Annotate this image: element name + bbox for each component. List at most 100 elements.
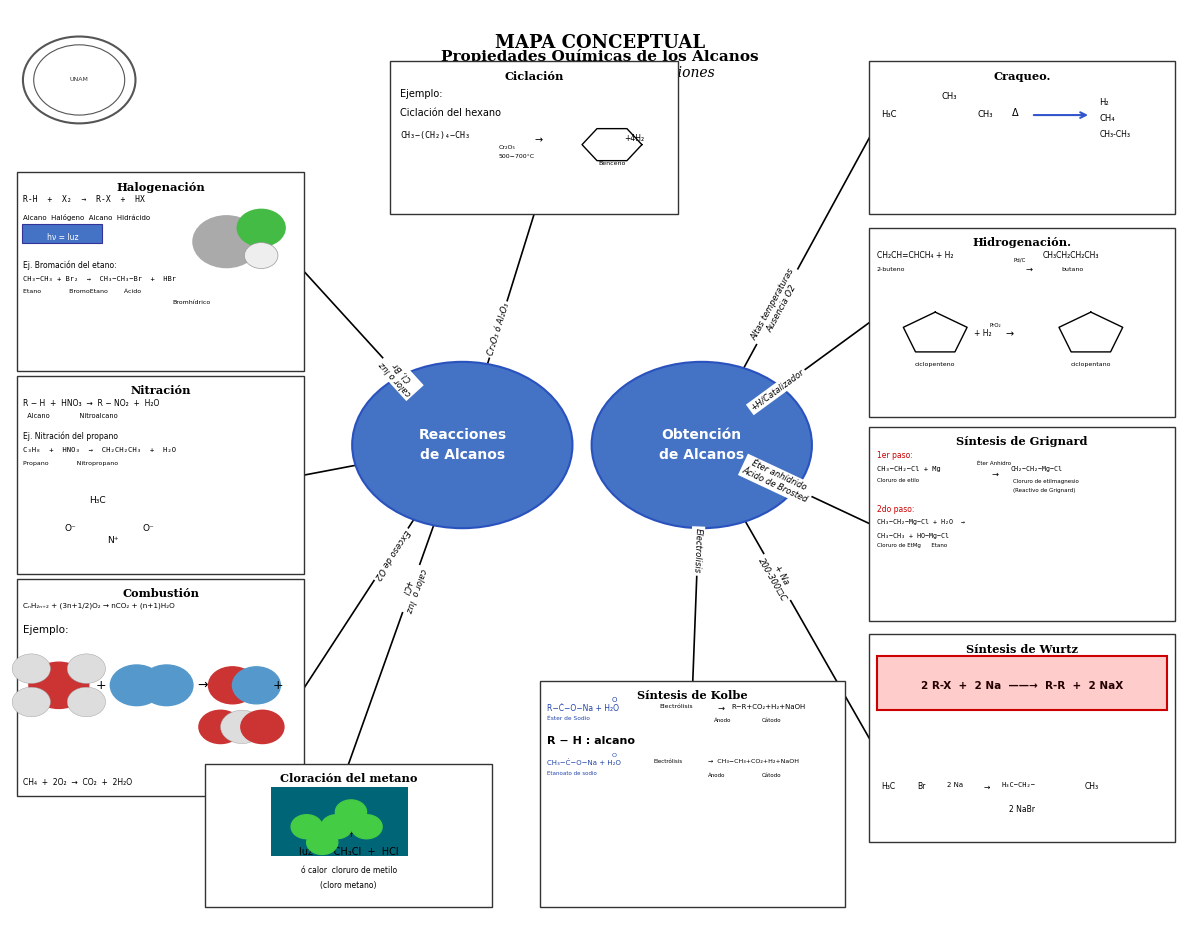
Text: R − H  +  HNO₃  →  R − NO₂  +  H₂O: R − H + HNO₃ → R − NO₂ + H₂O — [23, 399, 160, 408]
Text: Br: Br — [917, 782, 925, 792]
Circle shape — [233, 667, 281, 704]
Circle shape — [336, 800, 366, 824]
Text: Ej. Bromación del etano:: Ej. Bromación del etano: — [23, 260, 116, 270]
Text: →: → — [1025, 265, 1032, 273]
Text: Ánodo: Ánodo — [708, 773, 725, 778]
Text: CₙH₂ₙ₊₂ + (3n+1/2)O₂ → nCO₂ + (n+1)H₂O: CₙH₂ₙ₊₂ + (3n+1/2)O₂ → nCO₂ + (n+1)H₂O — [23, 603, 175, 609]
Text: 1er paso:: 1er paso: — [876, 451, 912, 461]
FancyBboxPatch shape — [17, 375, 305, 575]
Circle shape — [12, 687, 50, 717]
Text: Benceno: Benceno — [599, 161, 625, 166]
Text: Alcano              Nitroalcano: Alcano Nitroalcano — [23, 413, 118, 419]
Text: Exceso de O2: Exceso de O2 — [372, 527, 410, 580]
FancyBboxPatch shape — [390, 61, 678, 214]
Circle shape — [292, 815, 323, 839]
Text: calor o  luz
+Cl: calor o luz +Cl — [395, 564, 428, 614]
Text: 2-buteno: 2-buteno — [876, 267, 905, 272]
Text: H₃C−CH₂−: H₃C−CH₂− — [1001, 782, 1036, 788]
Ellipse shape — [352, 362, 572, 528]
Circle shape — [29, 662, 89, 708]
Text: Propiedades Químicas de los Alcanos: Propiedades Químicas de los Alcanos — [442, 49, 758, 65]
Text: Pd/C: Pd/C — [1013, 258, 1026, 262]
Text: CH₃-CH₃: CH₃-CH₃ — [1099, 130, 1130, 139]
Text: Electrolisis: Electrolisis — [692, 528, 703, 574]
Text: CH₃−CH₂−Cl + Mg: CH₃−CH₂−Cl + Mg — [876, 466, 941, 472]
Text: CH₃: CH₃ — [941, 92, 956, 101]
Text: R−R+CO₂+H₂+NaOH: R−R+CO₂+H₂+NaOH — [732, 704, 806, 710]
Text: Ejemplo:: Ejemplo: — [23, 625, 68, 635]
Text: hν = luz: hν = luz — [47, 234, 78, 242]
Text: R − H : alcano: R − H : alcano — [547, 736, 635, 746]
FancyBboxPatch shape — [869, 61, 1175, 214]
Circle shape — [110, 665, 163, 705]
Text: H₃C: H₃C — [89, 496, 106, 505]
Text: →: → — [534, 135, 542, 146]
Text: calor o luz
Cl, Br: calor o luz Cl, Br — [378, 353, 421, 399]
FancyBboxPatch shape — [271, 787, 408, 857]
Text: R-H  +  X₂  →  R-X  +  HX: R-H + X₂ → R-X + HX — [23, 196, 145, 205]
Text: Craqueo.: Craqueo. — [994, 70, 1051, 82]
Circle shape — [221, 710, 264, 743]
Text: CH₃: CH₃ — [977, 110, 992, 120]
Text: Cr₂O₃ ó Al₂O₃: Cr₂O₃ ó Al₂O₃ — [486, 302, 511, 357]
Text: 2 Na: 2 Na — [947, 782, 964, 788]
Text: Éter Anhidro: Éter Anhidro — [977, 461, 1012, 465]
FancyBboxPatch shape — [540, 680, 846, 908]
Text: CH₃−CH₃ + HO−Mg−Cl: CH₃−CH₃ + HO−Mg−Cl — [876, 533, 948, 539]
Text: UNAM: UNAM — [70, 78, 89, 83]
Text: ó calor  cloruro de metilo: ó calor cloruro de metilo — [300, 866, 397, 874]
Text: CH₄  +  2O₂  →  CO₂  +  2H₂O: CH₄ + 2O₂ → CO₂ + 2H₂O — [23, 778, 132, 787]
Ellipse shape — [592, 362, 812, 528]
Circle shape — [322, 815, 352, 839]
Text: Electrólisis: Electrólisis — [660, 704, 694, 709]
Circle shape — [245, 243, 278, 269]
Text: →: → — [991, 470, 998, 479]
Text: O: O — [612, 697, 617, 704]
Text: CH₃: CH₃ — [1085, 782, 1099, 792]
Text: Halogenación: Halogenación — [116, 182, 205, 193]
Text: 2do paso:: 2do paso: — [876, 505, 914, 514]
Text: →: → — [1006, 329, 1014, 339]
Text: Síntesis de Grignard: Síntesis de Grignard — [956, 436, 1087, 447]
Text: H₂: H₂ — [1099, 98, 1109, 108]
Text: CH₃−CH₃ + Br₂  →  CH₃−CH₃−Br  +  HBr: CH₃−CH₃ + Br₂ → CH₃−CH₃−Br + HBr — [23, 276, 176, 282]
Text: Ciclación del hexano: Ciclación del hexano — [400, 108, 502, 118]
Text: O⁻: O⁻ — [65, 524, 77, 533]
Text: N⁺: N⁺ — [107, 536, 119, 544]
Text: C₃H₈  +  HNO₃  →  CH₂CH₂CH₃  +  H₂O: C₃H₈ + HNO₃ → CH₂CH₂CH₃ + H₂O — [23, 447, 176, 453]
Text: Etanoato de sodio: Etanoato de sodio — [547, 771, 598, 776]
Text: + Na
200-300☐C: + Na 200-300☐C — [757, 552, 798, 603]
Text: +4H₂: +4H₂ — [624, 133, 644, 143]
Circle shape — [238, 210, 286, 247]
Text: MAPA CONCEPTUAL: MAPA CONCEPTUAL — [494, 33, 706, 52]
Text: CH₄  +  Cl₂: CH₄ + Cl₂ — [323, 829, 374, 839]
Text: H₃C: H₃C — [881, 782, 895, 792]
FancyBboxPatch shape — [876, 655, 1168, 710]
Text: Ánodo: Ánodo — [714, 717, 731, 723]
Text: Reacciones
de Alcanos: Reacciones de Alcanos — [419, 428, 506, 462]
Text: R−Ċ−O−Na + H₂O: R−Ċ−O−Na + H₂O — [547, 704, 619, 713]
Text: PrO₂: PrO₂ — [989, 323, 1001, 328]
FancyBboxPatch shape — [869, 634, 1175, 843]
Text: butano: butano — [1061, 267, 1084, 272]
Text: CH₂−CH₂−Mg−Cl: CH₂−CH₂−Mg−Cl — [1010, 466, 1063, 472]
Text: Éster de Sodio: Éster de Sodio — [547, 716, 590, 721]
Text: Combustión: Combustión — [122, 589, 199, 599]
Text: CH₂CH=CHCH₄ + H₂: CH₂CH=CHCH₄ + H₂ — [876, 251, 953, 260]
Text: →: → — [718, 704, 725, 713]
Circle shape — [307, 831, 338, 855]
Text: O: O — [612, 753, 617, 757]
Text: Cr₂O₅: Cr₂O₅ — [498, 145, 515, 149]
Circle shape — [209, 667, 257, 704]
Text: 2 R-X  +  2 Na  ——→  R-R  +  2 NaX: 2 R-X + 2 Na ——→ R-R + 2 NaX — [920, 680, 1123, 691]
Text: CH₃−(CH₂)₄−CH₃: CH₃−(CH₂)₄−CH₃ — [400, 131, 470, 140]
Circle shape — [67, 687, 106, 717]
Text: CH₄: CH₄ — [1099, 114, 1115, 123]
Text: Éter anhídrido
Ácido de Brosted: Éter anhídrido Ácido de Brosted — [740, 456, 814, 504]
Circle shape — [199, 710, 242, 743]
Text: Ejemplo:: Ejemplo: — [400, 89, 443, 99]
Text: H₃C: H₃C — [881, 110, 896, 120]
FancyBboxPatch shape — [17, 172, 305, 371]
Text: Propano              Nitropropano: Propano Nitropropano — [23, 461, 118, 465]
Text: CH₃CH₂CH₂CH₃: CH₃CH₂CH₂CH₃ — [1043, 251, 1099, 260]
